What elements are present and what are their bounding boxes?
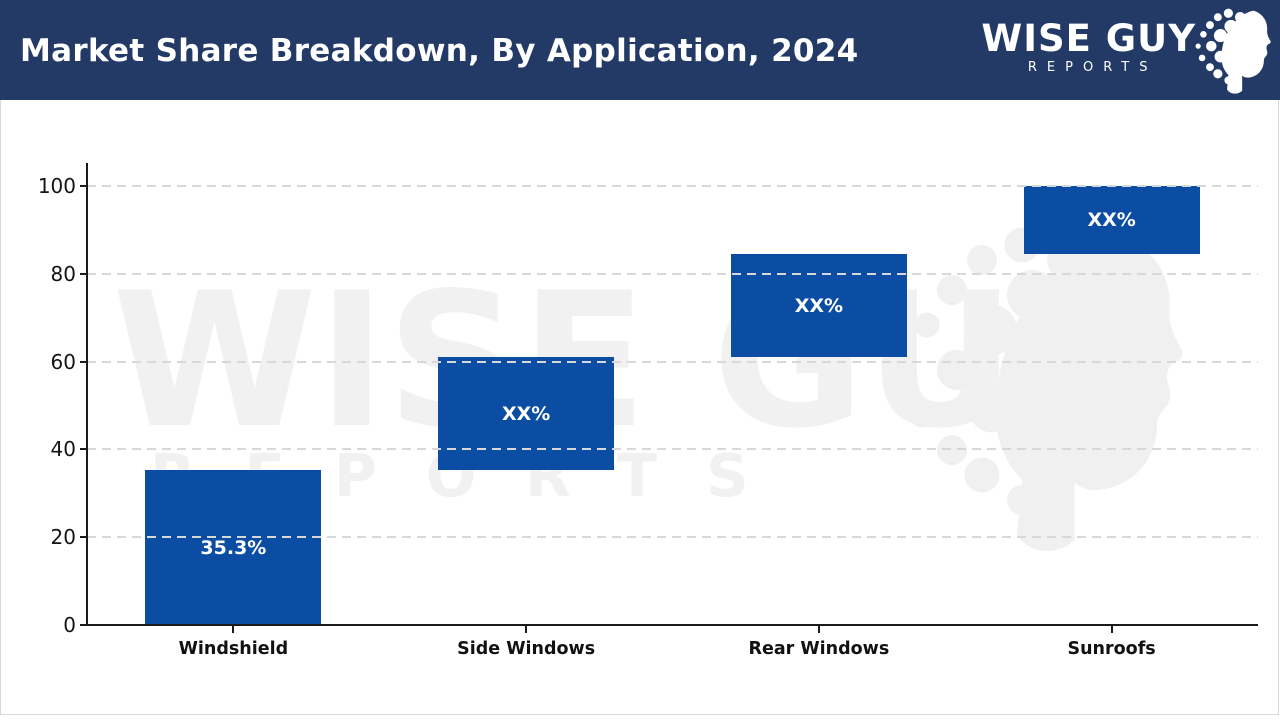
x-category-label: Windshield: [178, 639, 289, 659]
y-axis: [86, 163, 88, 626]
y-tick-label: 20: [50, 525, 76, 550]
gridline: [87, 360, 1258, 363]
y-tick-label: 80: [50, 261, 76, 286]
header-bar: Market Share Breakdown, By Application, …: [0, 0, 1280, 100]
page-title: Market Share Breakdown, By Application, …: [20, 33, 859, 69]
x-category-label: Side Windows: [457, 639, 596, 659]
logo-text: WISE GUY REPORTS: [981, 20, 1196, 75]
bar-value-label: XX%: [501, 402, 551, 425]
y-tick-label: 0: [63, 613, 76, 637]
watermark-head-icon: [897, 227, 1182, 551]
bar-value-label: 35.3%: [200, 536, 267, 559]
x-category-label: Sunroofs: [1067, 639, 1156, 659]
bar-segment: [145, 470, 322, 625]
x-tick-mark: [1110, 626, 1113, 633]
logo-subtitle: REPORTS: [1027, 60, 1158, 75]
bar-value-label: XX%: [1087, 209, 1136, 232]
y-tick-label: 100: [37, 174, 76, 198]
x-tick-mark: [817, 626, 820, 633]
gridline: [87, 272, 1258, 275]
y-tick-mark: [80, 448, 87, 451]
y-tick-mark: [80, 536, 87, 539]
bar-segment: [438, 357, 615, 471]
logo-head-icon: [1195, 8, 1271, 94]
x-tick-mark: [525, 626, 528, 633]
x-axis: [86, 624, 1258, 626]
y-tick-mark: [80, 624, 87, 626]
wiseguy-logo: WISE GUY REPORTS: [981, 4, 1276, 98]
gridline: [87, 536, 1258, 539]
y-tick-mark: [80, 272, 87, 275]
logo-wordmark: WISE GUY: [981, 17, 1196, 60]
bar-value-label: XX%: [794, 294, 844, 317]
y-tick-mark: [80, 360, 87, 363]
gridline: [87, 448, 1258, 451]
bar-segment: [1023, 186, 1200, 255]
y-tick-label: 60: [50, 349, 76, 374]
bar-segment: [730, 254, 907, 358]
y-tick-label: 40: [50, 437, 76, 462]
y-tick-mark: [80, 185, 87, 187]
x-category-label: Rear Windows: [748, 639, 890, 659]
gridline: [87, 185, 1258, 187]
x-tick-mark: [232, 626, 235, 633]
chart-panel-border: [0, 100, 1279, 715]
